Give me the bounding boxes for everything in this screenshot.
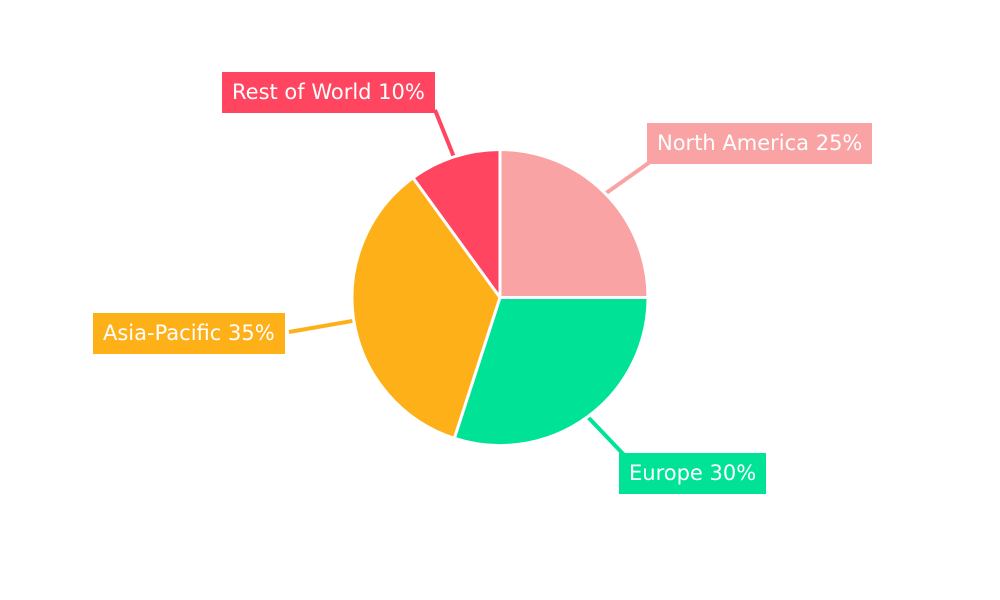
pie-slice-north-america[interactable]: [498, 148, 650, 299]
pie-slices: [350, 148, 650, 447]
slice-label-rest-of-world: Rest of World 10%: [222, 72, 435, 113]
slice-label-asia-pacific: Asia-Pacific 35%: [93, 313, 285, 354]
leader-line-rest-of-world: [433, 109, 458, 164]
leader-line-asia-pacific: [288, 317, 361, 334]
pie-slice-rest-of-world[interactable]: [411, 148, 502, 299]
slice-label-north-america: North America 25%: [647, 123, 873, 164]
leader-lines: [288, 109, 652, 459]
leader-line-north-america: [599, 160, 652, 199]
slice-label-europe: Europe 30%: [619, 453, 767, 494]
pie-slice-asia-pacific[interactable]: [350, 176, 502, 440]
pie-slice-europe[interactable]: [452, 296, 650, 447]
leader-line-europe: [582, 411, 628, 459]
